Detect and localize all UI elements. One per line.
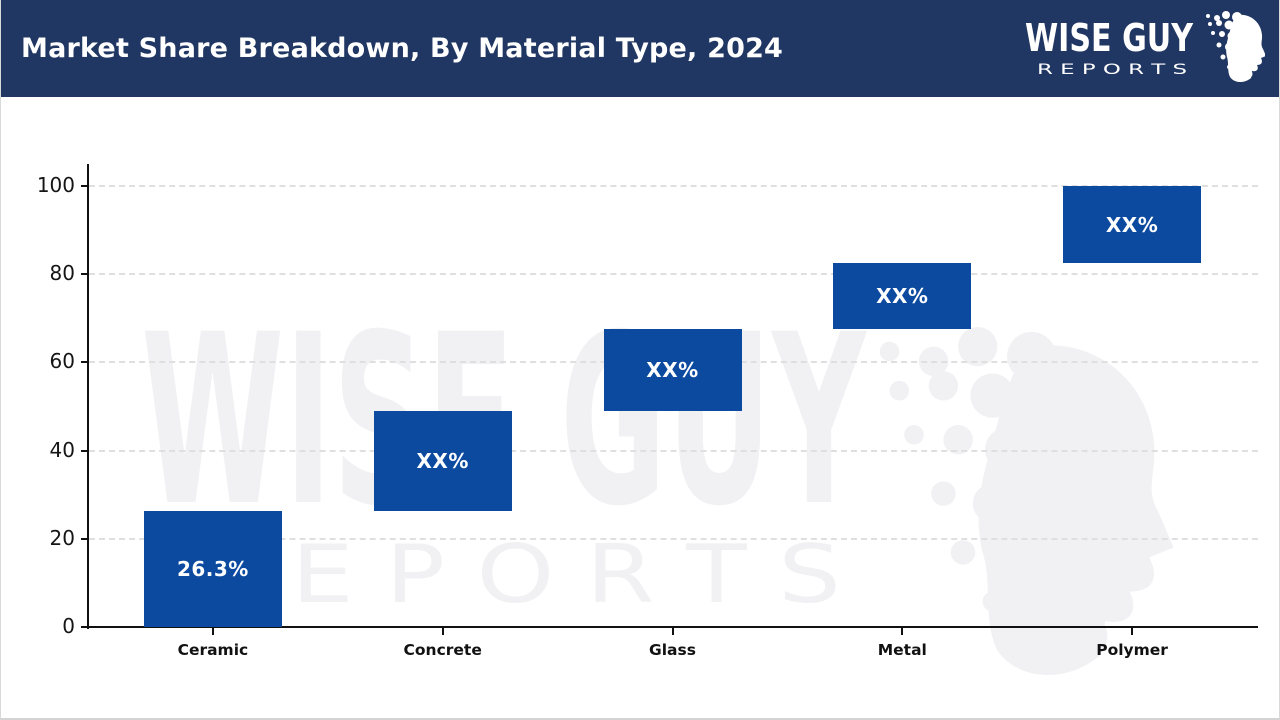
x-tick-mark [671,628,674,635]
bar-segment-glass: XX% [603,329,742,411]
x-tick-mark [211,628,214,635]
y-tick-label: 100 [36,173,75,197]
y-tick-mark [81,626,89,628]
gridline [89,273,1258,276]
bar-value-label: XX% [416,448,469,473]
bar-value-label: XX% [1105,212,1159,237]
y-tick-label: 20 [49,525,75,550]
x-axis [87,626,1258,628]
y-tick-mark [81,537,89,540]
y-tick-label: 60 [49,349,75,374]
gridline [89,185,1258,187]
y-tick-mark [81,185,89,187]
bar-segment-concrete: XX% [373,410,512,511]
wiseguy-logo: WISE GUY R E P O R T S [1025,11,1265,82]
bar-value-label: 26.3% [176,557,249,581]
x-tick-label: Polymer [1096,641,1168,659]
gridline [89,449,1258,452]
bar-value-label: XX% [876,284,929,309]
wiseguy-head-icon [1206,11,1265,82]
watermark-subtitle: R E P O R T S [191,528,841,621]
x-tick-mark [901,628,904,635]
bar-segment-metal: XX% [833,263,972,330]
y-tick-label: 40 [49,437,75,462]
header-bar: Market Share Breakdown, By Material Type… [1,0,1279,97]
bar-value-label: XX% [646,358,699,383]
y-tick-mark [81,449,89,452]
x-tick-mark [1131,628,1134,635]
y-tick-label: 80 [49,261,75,286]
brand-subtitle: R E P O R T S [1037,62,1187,78]
watermark-head-icon [879,327,1174,676]
y-axis [87,164,89,629]
page-title: Market Share Breakdown, By Material Type… [21,33,784,64]
x-tick-label: Concrete [403,641,482,659]
bar-segment-ceramic: 26.3% [143,511,282,627]
x-tick-label: Ceramic [177,641,249,659]
x-tick-mark [441,628,444,635]
y-tick-mark [81,273,89,276]
x-tick-label: Glass [649,641,696,659]
chart-area: WISE GUY R E P O R T S 0 20 40 60 80 100 26.3%… [1,97,1279,718]
brand-name: WISE GUY [1025,16,1193,60]
gridline [89,537,1258,540]
y-tick-mark [81,361,89,364]
bar-segment-polymer: XX% [1063,186,1202,264]
x-tick-label: Metal [877,641,927,659]
y-tick-label: 0 [62,614,75,638]
